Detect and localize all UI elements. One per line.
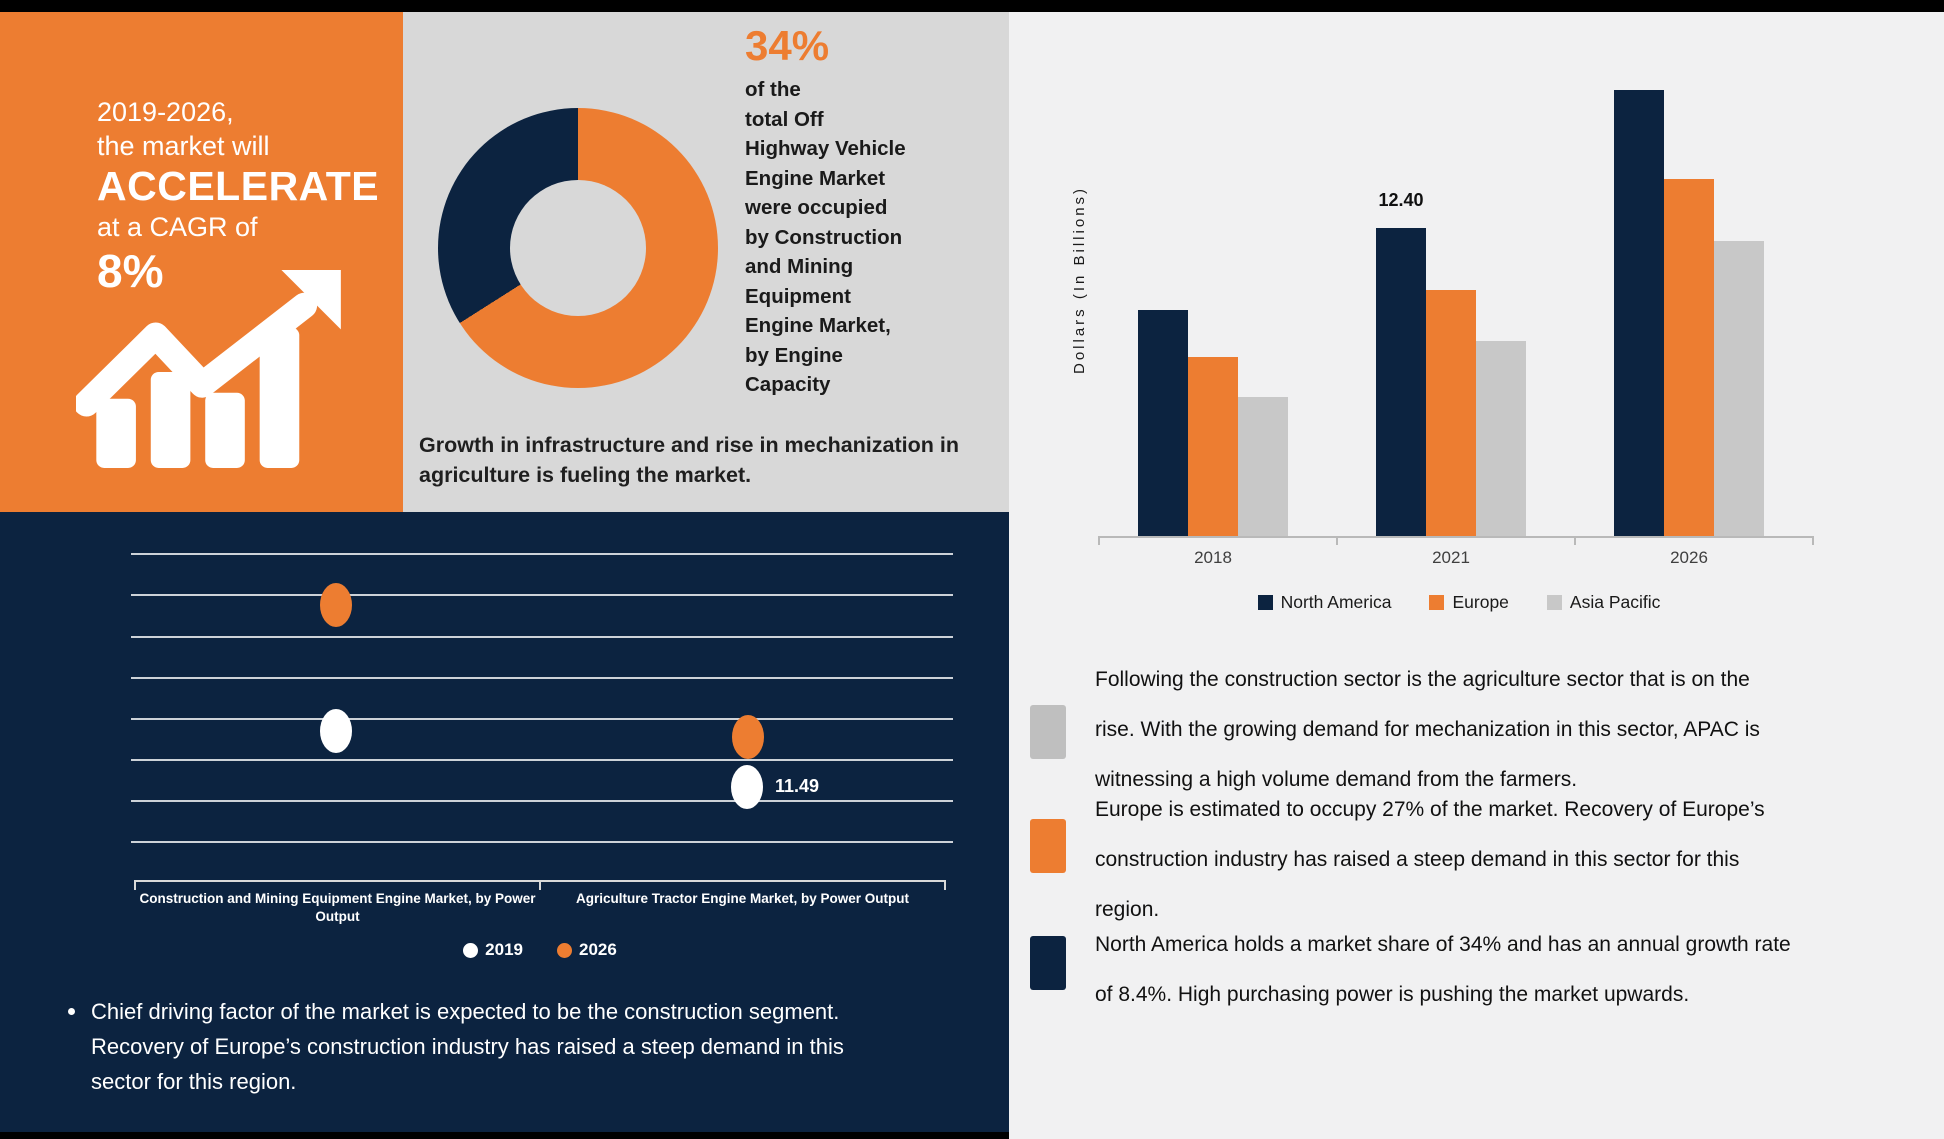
engine-capacity-panel: 34% of the total Off Highway Vehicle Eng… [403, 12, 1009, 512]
stat-block: 34% of the total Off Highway Vehicle Eng… [745, 20, 995, 400]
bar-legend-item: Asia Pacific [1546, 592, 1661, 613]
driver-note-row: Chief driving factor of the market is ex… [68, 994, 968, 1099]
top-black-bar [0, 0, 1944, 12]
bar-asia-pacific-2018 [1238, 397, 1288, 536]
dot-plot-gridline [131, 553, 953, 555]
bar-europe-2026 [1664, 179, 1714, 536]
bar-asia-pacific-2026 [1714, 241, 1764, 536]
dot-plot-point-2019 [320, 709, 352, 753]
bar-europe-2021 [1426, 290, 1476, 536]
bar-chart-tick-label-2026: 2026 [1670, 548, 1708, 567]
dot-plot-gridline [131, 677, 953, 679]
stat-description: of the total Off Highway Vehicle Engine … [745, 78, 906, 396]
bar-chart-baseline [1098, 536, 1812, 538]
legend-square-icon [1257, 595, 1273, 610]
bar-chart-data-label: 12.40 [1378, 190, 1424, 211]
growth-arrow-icon [76, 270, 341, 468]
bar-legend-item: North America [1257, 592, 1392, 613]
accelerate-line2: the market will [97, 131, 270, 161]
accelerate-text-block: 2019-2026, the market will ACCELERATE at… [97, 95, 379, 298]
insight-text: Following the construction sector is the… [1095, 668, 1760, 791]
donut-hole [510, 180, 646, 316]
dot-plot-point-2026 [320, 583, 352, 627]
dot-plot-panel: 11.49 Construction and Mining Equipment … [0, 512, 1009, 1132]
dot-plot-gridline [131, 841, 953, 843]
dot-plot-axis-tick [539, 880, 541, 890]
dot-plot-value-label: 11.49 [775, 776, 820, 796]
dot-plot-gridline [131, 636, 953, 638]
dot-plot-point-2019 [731, 765, 763, 809]
dot-plot-gridline [131, 718, 953, 720]
insight-marker [1030, 936, 1066, 990]
bullet-icon [68, 1008, 75, 1015]
cagr-value: 8% [97, 245, 164, 297]
bar-europe-2018 [1188, 357, 1238, 536]
bar-chart-axis-tick [1574, 536, 1576, 545]
legend-square-icon [1546, 595, 1562, 610]
bar-chart-axis-tick [1098, 536, 1100, 545]
bar-chart-axis-tick [1336, 536, 1338, 545]
bar-legend-label: Europe [1452, 592, 1509, 612]
bar-chart-tick-label-2018: 2018 [1194, 548, 1232, 567]
donut-chart [438, 108, 718, 388]
bottom-black-bar [0, 1132, 1009, 1139]
accelerate-period: 2019-2026, [97, 97, 234, 127]
bar-north-america-2021 [1376, 228, 1426, 536]
bar-asia-pacific-2021 [1476, 341, 1526, 536]
dot-plot-legend-item: 2019 [463, 940, 523, 960]
growth-note: Growth in infrastructure and rise in mec… [419, 433, 959, 487]
insight-marker [1030, 819, 1066, 873]
bar-chart-legend: North America Europe Asia Pacific [1089, 592, 1829, 613]
bar-legend-item: Europe [1429, 592, 1509, 613]
insight-text: Europe is estimated to occupy 27% of the… [1095, 798, 1765, 921]
regional-panel: Dollars (In Billions) 2018 2021 2026 12.40 … [1009, 12, 1944, 1139]
dot-plot-category-construction: Construction and Mining Equipment Engine… [139, 891, 536, 924]
bar-legend-label: North America [1280, 592, 1392, 612]
dot-plot-gridline [131, 594, 953, 596]
insight-text: North America holds a market share of 34… [1095, 933, 1791, 1006]
bar-north-america-2026 [1614, 90, 1664, 536]
dot-plot-category-agriculture: Agriculture Tractor Engine Market, by Po… [575, 891, 910, 906]
dot-plot-axis-tick [134, 880, 136, 890]
dot-plot-axis-tick [944, 880, 946, 890]
bar-chart-y-axis-label: Dollars (In Billions) [1071, 185, 1088, 374]
stat-value: 34% [745, 22, 830, 69]
dot-plot-point-2026 [732, 715, 764, 759]
legend-dot-icon [557, 942, 572, 958]
accelerate-keyword: ACCELERATE [97, 163, 380, 209]
legend-dot-icon [463, 942, 479, 958]
dot-plot-legend-item: 2026 [557, 940, 617, 960]
driver-note-text: Chief driving factor of the market is ex… [91, 999, 844, 1094]
dot-plot-legend-label: 2019 [485, 940, 523, 959]
bar-north-america-2018 [1138, 310, 1188, 536]
bar-legend-label: Asia Pacific [1569, 592, 1661, 612]
bar-chart-tick-label-2021: 2021 [1432, 548, 1470, 567]
bar-chart-axis-tick [1812, 536, 1814, 545]
accelerate-panel: 2019-2026, the market will ACCELERATE at… [0, 12, 403, 512]
dot-plot-gridline [131, 759, 953, 761]
accelerate-line4: at a CAGR of [97, 212, 258, 242]
dot-plot-legend: 2019 2026 [135, 940, 945, 960]
legend-square-icon [1429, 595, 1445, 610]
dot-plot-legend-label: 2026 [579, 940, 617, 959]
insight-marker [1030, 705, 1066, 759]
dot-plot-gridline [131, 800, 953, 802]
